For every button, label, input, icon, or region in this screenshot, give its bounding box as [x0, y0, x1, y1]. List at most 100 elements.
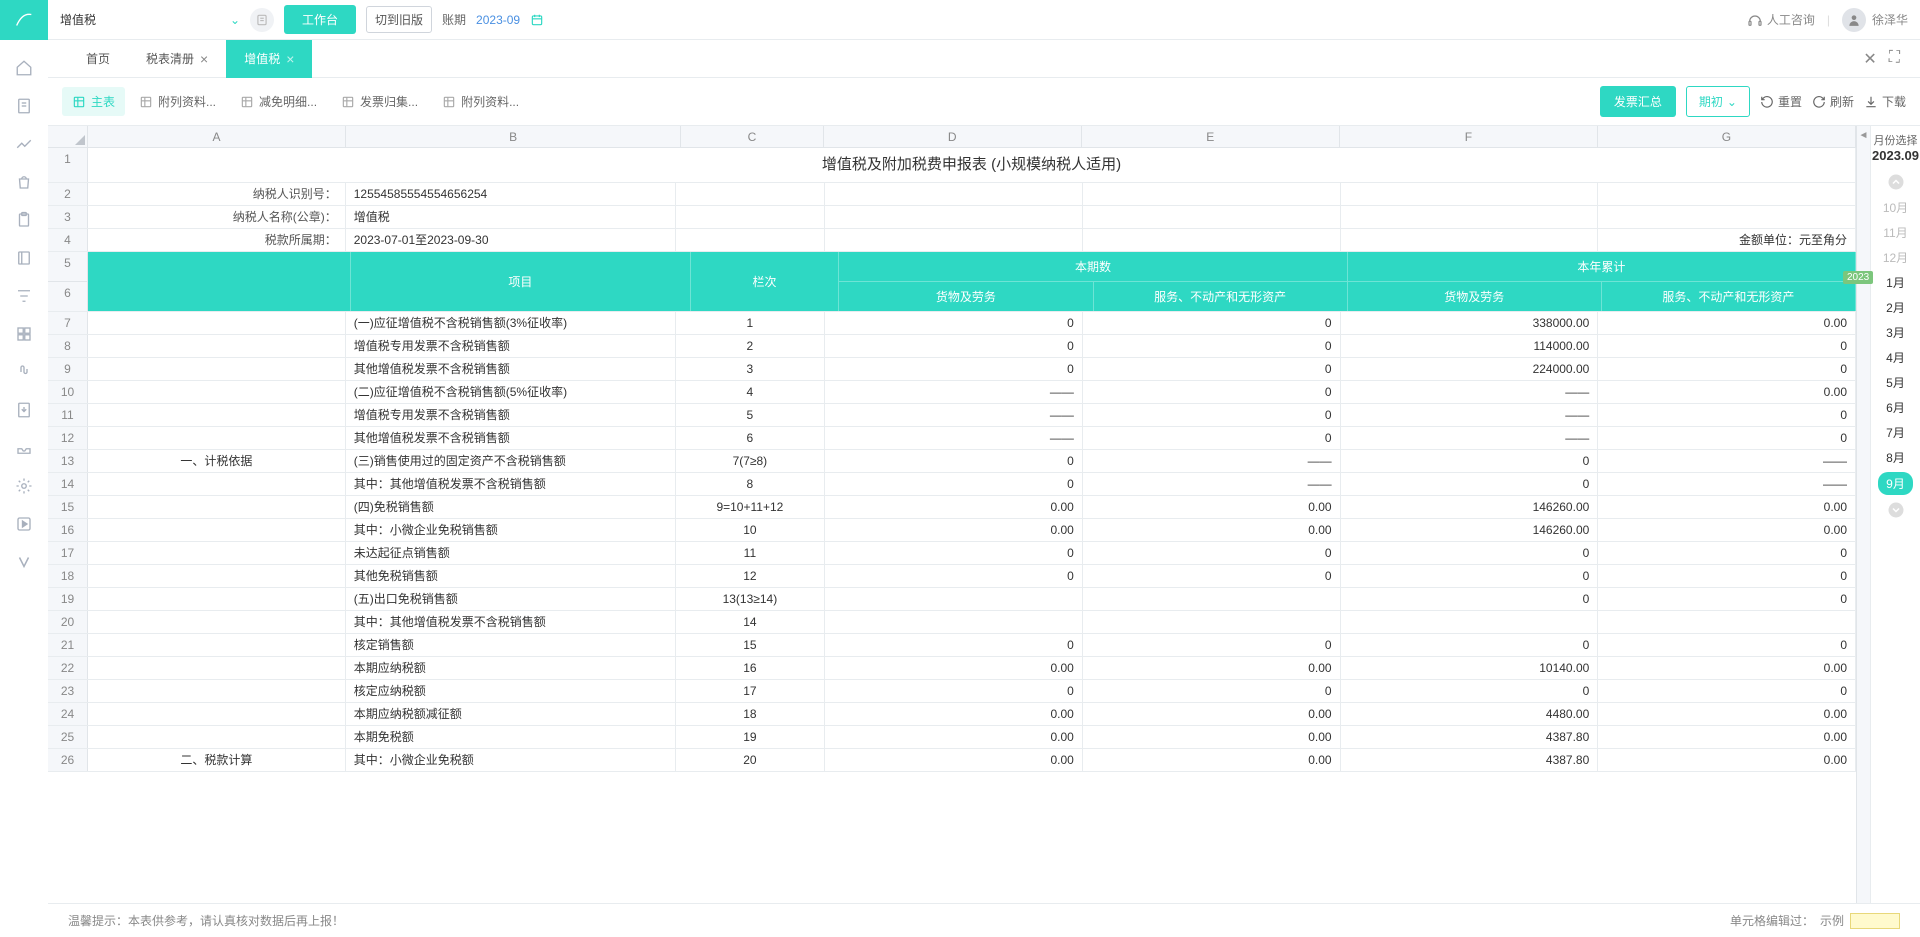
data-cell[interactable]: 0 [825, 473, 1083, 495]
tab-2[interactable]: 增值税× [226, 40, 312, 78]
item-label[interactable]: 增值税专用发票不含税销售额 [346, 335, 676, 357]
item-label[interactable]: 本期应纳税额减征额 [346, 703, 676, 725]
item-label[interactable]: 其中：其他增值税发票不含税销售额 [346, 473, 676, 495]
data-cell[interactable]: 0.00 [1083, 726, 1341, 748]
tab-1[interactable]: 税表清册× [128, 40, 226, 78]
col-header-d[interactable]: D [824, 126, 1082, 147]
workbench-button[interactable]: 工作台 [284, 5, 356, 34]
data-cell[interactable]: —— [1341, 404, 1599, 426]
data-cell[interactable]: 0 [1598, 404, 1856, 426]
data-cell[interactable] [1341, 611, 1599, 633]
nav-export-icon[interactable] [14, 400, 34, 420]
data-cell[interactable]: 0 [825, 565, 1083, 587]
row-number[interactable]: 21 [48, 634, 88, 656]
month-item[interactable]: 1月 [1871, 270, 1920, 295]
data-cell[interactable]: 0 [825, 312, 1083, 334]
data-cell[interactable]: 0.00 [1083, 519, 1341, 541]
data-cell[interactable]: —— [1083, 473, 1341, 495]
data-cell[interactable]: 0 [1083, 680, 1341, 702]
data-cell[interactable]: 0 [825, 358, 1083, 380]
data-cell[interactable]: —— [1083, 450, 1341, 472]
row-number[interactable]: 25 [48, 726, 88, 748]
month-item[interactable]: 8月 [1871, 445, 1920, 470]
item-label[interactable]: 其他增值税发票不含税销售额 [346, 358, 676, 380]
vertical-scrollbar[interactable]: ◄ [1856, 126, 1870, 903]
row-number[interactable]: 13 [48, 450, 88, 472]
data-cell[interactable]: 0.00 [825, 703, 1083, 725]
nav-chart-icon[interactable] [14, 134, 34, 154]
data-cell[interactable]: 0.00 [1598, 657, 1856, 679]
switch-old-button[interactable]: 切到旧版 [366, 6, 432, 33]
data-cell[interactable]: 0 [1083, 312, 1341, 334]
data-cell[interactable]: 224000.00 [1341, 358, 1599, 380]
row-number[interactable]: 15 [48, 496, 88, 518]
data-cell[interactable]: 0 [1341, 634, 1599, 656]
data-cell[interactable]: 0 [1598, 588, 1856, 610]
data-cell[interactable]: 0 [1083, 381, 1341, 403]
data-cell[interactable]: 0.00 [1598, 519, 1856, 541]
data-cell[interactable]: 0.00 [825, 519, 1083, 541]
calendar-icon[interactable] [530, 13, 544, 27]
nav-gear-icon[interactable] [14, 476, 34, 496]
data-cell[interactable]: 0 [1083, 634, 1341, 656]
data-cell[interactable]: 0 [1083, 358, 1341, 380]
data-cell[interactable]: 4480.00 [1341, 703, 1599, 725]
nav-book-icon[interactable] [14, 248, 34, 268]
header-note-icon[interactable] [250, 8, 274, 32]
data-cell[interactable] [1083, 611, 1341, 633]
row-number[interactable]: 8 [48, 335, 88, 357]
data-cell[interactable]: —— [1598, 473, 1856, 495]
company-dropdown[interactable]: 增值税 ⌄ [60, 11, 240, 28]
data-cell[interactable]: 0 [1083, 565, 1341, 587]
data-cell[interactable]: 0.00 [1598, 496, 1856, 518]
row-number[interactable]: 17 [48, 542, 88, 564]
taxpayer-name[interactable]: 增值税 [346, 206, 676, 228]
period-start-button[interactable]: 期初 ⌄ [1686, 86, 1750, 117]
month-item[interactable]: 6月 [1871, 395, 1920, 420]
close-all-icon[interactable]: ✕ [1863, 49, 1876, 69]
item-label[interactable]: 核定销售额 [346, 634, 676, 656]
item-label[interactable]: (四)免税销售额 [346, 496, 676, 518]
row-number[interactable]: 11 [48, 404, 88, 426]
data-cell[interactable]: 0 [825, 542, 1083, 564]
data-cell[interactable]: —— [825, 381, 1083, 403]
item-label[interactable]: (二)应征增值税不含税销售额(5%征收率) [346, 381, 676, 403]
data-cell[interactable]: 0 [1598, 427, 1856, 449]
data-cell[interactable]: 0.00 [1083, 703, 1341, 725]
nav-bag-icon[interactable] [14, 172, 34, 192]
select-all-corner[interactable] [48, 126, 88, 147]
data-cell[interactable]: 0 [1341, 588, 1599, 610]
nav-grid-icon[interactable] [14, 324, 34, 344]
data-cell[interactable] [1598, 611, 1856, 633]
data-cell[interactable]: 0 [1341, 473, 1599, 495]
data-cell[interactable] [825, 588, 1083, 610]
nav-hand-icon[interactable] [14, 362, 34, 382]
row-number[interactable]: 1 [48, 148, 88, 182]
month-item[interactable]: 3月 [1871, 320, 1920, 345]
sub-tab-2[interactable]: 减免明细... [230, 87, 327, 116]
row-number[interactable]: 7 [48, 312, 88, 334]
data-cell[interactable]: 0.00 [1083, 657, 1341, 679]
row-number[interactable]: 26 [48, 749, 88, 771]
data-cell[interactable]: 0 [1341, 542, 1599, 564]
data-cell[interactable]: —— [825, 427, 1083, 449]
data-cell[interactable]: 0 [1083, 427, 1341, 449]
data-cell[interactable]: 0.00 [1598, 726, 1856, 748]
taxpayer-id[interactable]: 12554585554554656254 [346, 183, 676, 205]
row-number[interactable]: 12 [48, 427, 88, 449]
row-number[interactable]: 10 [48, 381, 88, 403]
data-cell[interactable]: 0.00 [1598, 703, 1856, 725]
data-cell[interactable]: 0.00 [825, 749, 1083, 771]
col-header-a[interactable]: A [88, 126, 346, 147]
nav-doc-icon[interactable] [14, 96, 34, 116]
data-cell[interactable]: 4387.80 [1341, 726, 1599, 748]
item-label[interactable]: (一)应征增值税不含税销售额(3%征收率) [346, 312, 676, 334]
row-number[interactable]: 19 [48, 588, 88, 610]
data-cell[interactable]: 0 [1341, 450, 1599, 472]
item-label[interactable]: 未达起征点销售额 [346, 542, 676, 564]
data-cell[interactable]: 4387.80 [1341, 749, 1599, 771]
row-number[interactable]: 14 [48, 473, 88, 495]
row-number[interactable]: 2 [48, 183, 88, 205]
month-item[interactable]: 2月 [1871, 295, 1920, 320]
period-value[interactable]: 2023-09 [476, 13, 520, 27]
